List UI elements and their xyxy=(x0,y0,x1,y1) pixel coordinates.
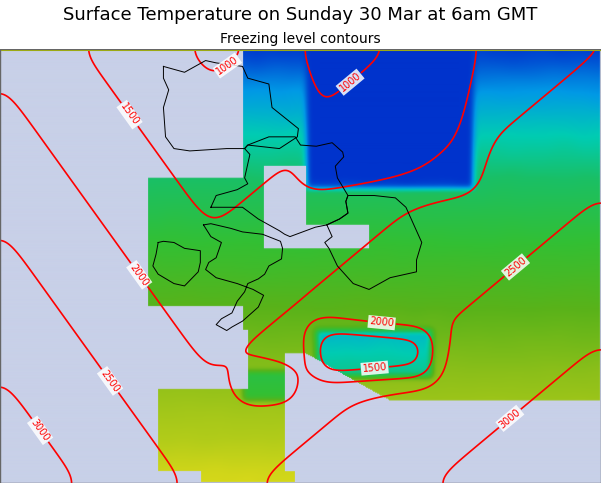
Text: 1500: 1500 xyxy=(362,362,387,374)
Text: 3000: 3000 xyxy=(497,407,522,430)
Text: 2000: 2000 xyxy=(369,317,394,329)
Text: 2500: 2500 xyxy=(503,255,528,279)
Text: 1500: 1500 xyxy=(118,102,141,127)
Text: Surface Temperature on Sunday 30 Mar at 6am GMT: Surface Temperature on Sunday 30 Mar at … xyxy=(63,6,538,23)
Text: 1000: 1000 xyxy=(215,54,240,77)
Text: 2500: 2500 xyxy=(99,368,121,394)
Text: 1000: 1000 xyxy=(337,71,363,94)
Text: Freezing level contours: Freezing level contours xyxy=(220,32,381,46)
Text: 2000: 2000 xyxy=(128,262,150,288)
Text: 3000: 3000 xyxy=(29,417,51,443)
